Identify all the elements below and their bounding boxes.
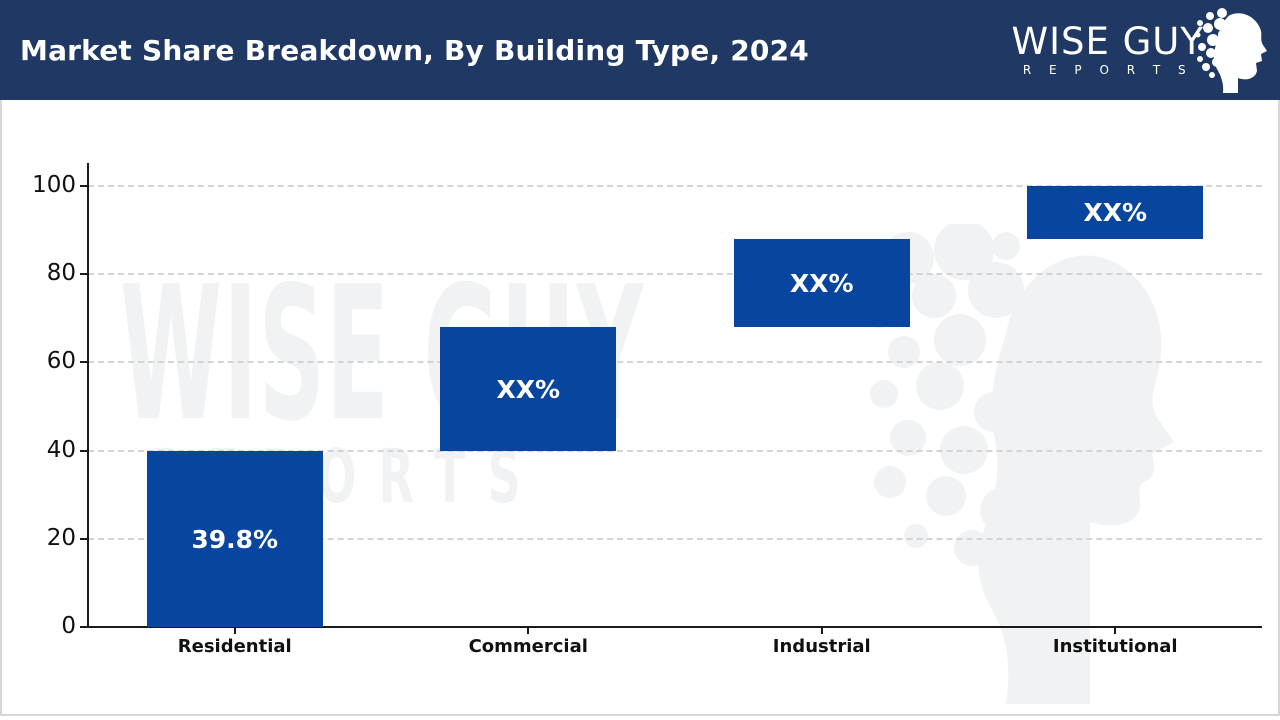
bar-institutional: XX% [1027, 186, 1204, 239]
wiseguy-head-icon [1195, 8, 1267, 93]
y-tick-label-60: 60 [46, 348, 76, 375]
wiseguy-logo: WISE GUY R E P O R T S [1012, 6, 1268, 94]
bar-value-label-residential: 39.8% [191, 524, 279, 554]
gridline-20 [88, 537, 1262, 540]
header-bar: Market Share Breakdown, By Building Type… [0, 0, 1280, 100]
gridline-80 [88, 273, 1262, 276]
y-axis-line [87, 163, 89, 628]
gridline-60 [88, 361, 1262, 364]
y-tick-label-20: 20 [46, 524, 76, 551]
y-tick-label-0: 0 [61, 613, 76, 639]
y-tick-80 [80, 273, 87, 276]
y-tick-20 [80, 537, 87, 540]
bar-value-label-industrial: XX% [789, 268, 854, 298]
page-left-border [0, 100, 2, 714]
y-tick-label-80: 80 [46, 260, 76, 287]
logo-subtitle: R E P O R T S [1022, 63, 1193, 78]
page-right-border [1278, 100, 1280, 714]
gridline-100 [88, 185, 1262, 187]
page-title: Market Share Breakdown, By Building Type… [20, 33, 809, 67]
x-tick-commercial [527, 627, 530, 634]
x-tick-industrial [820, 627, 823, 634]
bar-value-label-institutional: XX% [1083, 197, 1148, 227]
y-tick-60 [80, 361, 87, 364]
y-tick-label-40: 40 [46, 436, 76, 463]
bar-value-label-commercial: XX% [496, 374, 561, 404]
x-axis-label-commercial: Commercial [468, 636, 588, 657]
x-axis-line [87, 626, 1262, 628]
x-axis-label-industrial: Industrial [772, 636, 871, 657]
bar-commercial: XX% [440, 327, 617, 452]
x-axis-label-residential: Residential [177, 636, 292, 657]
x-tick-institutional [1114, 627, 1117, 634]
logo-wordmark: WISE GUY [1011, 19, 1204, 63]
x-tick-residential [233, 627, 236, 634]
x-axis-label-institutional: Institutional [1052, 636, 1178, 657]
bar-industrial: XX% [733, 238, 910, 328]
y-tick-label-100: 100 [32, 172, 76, 198]
y-tick-0 [80, 626, 87, 628]
gridline-40 [88, 449, 1262, 452]
bar-residential: 39.8% [146, 451, 323, 627]
logo-text: WISE GUY R E P O R T S [1011, 19, 1204, 78]
y-tick-40 [80, 449, 87, 452]
y-tick-100 [80, 185, 87, 187]
page-bottom-border [0, 714, 1280, 716]
